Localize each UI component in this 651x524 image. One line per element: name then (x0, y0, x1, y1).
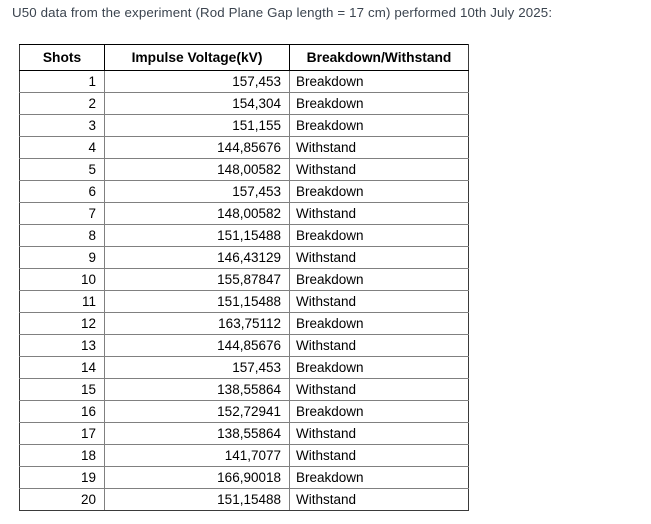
column-header-shots: Shots (19, 44, 105, 71)
cell-impulse-voltage: 155,87847 (104, 268, 290, 291)
cell-shot-number: 8 (19, 224, 105, 247)
cell-shot-number: 15 (19, 378, 105, 401)
cell-impulse-voltage: 138,55864 (104, 422, 290, 445)
data-table-container: Shots Impulse Voltage(kV) Breakdown/With… (19, 44, 469, 511)
cell-breakdown-withstand: Breakdown (289, 224, 469, 247)
cell-shot-number: 3 (19, 114, 105, 137)
cell-impulse-voltage: 146,43129 (104, 246, 290, 269)
cell-impulse-voltage: 141,7077 (104, 444, 290, 467)
cell-shot-number: 2 (19, 92, 105, 115)
cell-breakdown-withstand: Withstand (289, 136, 469, 159)
table-row: 10 155,87847 Breakdown (19, 268, 469, 291)
cell-impulse-voltage: 151,15488 (104, 290, 290, 313)
cell-breakdown-withstand: Breakdown (289, 92, 469, 115)
cell-breakdown-withstand: Breakdown (289, 268, 469, 291)
cell-impulse-voltage: 148,00582 (104, 158, 290, 181)
cell-breakdown-withstand: Withstand (289, 158, 469, 181)
cell-breakdown-withstand: Withstand (289, 290, 469, 313)
cell-shot-number: 4 (19, 136, 105, 159)
table-body: 1 157,453 Breakdown 2 154,304 Breakdown 3 151,1… (19, 70, 469, 511)
table-row: 17 138,55864 Withstand (19, 422, 469, 445)
cell-shot-number: 14 (19, 356, 105, 379)
cell-impulse-voltage: 151,155 (104, 114, 290, 137)
cell-breakdown-withstand: Breakdown (289, 356, 469, 379)
cell-shot-number: 17 (19, 422, 105, 445)
cell-breakdown-withstand: Withstand (289, 488, 469, 511)
cell-impulse-voltage: 152,72941 (104, 400, 290, 423)
cell-breakdown-withstand: Withstand (289, 422, 469, 445)
cell-shot-number: 11 (19, 290, 105, 313)
cell-shot-number: 19 (19, 466, 105, 489)
cell-breakdown-withstand: Withstand (289, 246, 469, 269)
table-row: 13 144,85676 Withstand (19, 334, 469, 357)
cell-shot-number: 20 (19, 488, 105, 511)
cell-shot-number: 5 (19, 158, 105, 181)
cell-breakdown-withstand: Withstand (289, 334, 469, 357)
table-row: 9 146,43129 Withstand (19, 246, 469, 269)
cell-impulse-voltage: 148,00582 (104, 202, 290, 225)
cell-shot-number: 6 (19, 180, 105, 203)
cell-shot-number: 7 (19, 202, 105, 225)
cell-breakdown-withstand: Breakdown (289, 466, 469, 489)
table-row: 1 157,453 Breakdown (19, 70, 469, 93)
cell-impulse-voltage: 144,85676 (104, 334, 290, 357)
cell-impulse-voltage: 166,90018 (104, 466, 290, 489)
u50-data-table: Shots Impulse Voltage(kV) Breakdown/With… (19, 44, 469, 511)
table-row: 5 148,00582 Withstand (19, 158, 469, 181)
table-row: 2 154,304 Breakdown (19, 92, 469, 115)
cell-breakdown-withstand: Withstand (289, 444, 469, 467)
cell-impulse-voltage: 157,453 (104, 70, 290, 93)
column-header-impulse-voltage: Impulse Voltage(kV) (104, 44, 290, 71)
cell-impulse-voltage: 154,304 (104, 92, 290, 115)
table-row: 11 151,15488 Withstand (19, 290, 469, 313)
cell-breakdown-withstand: Breakdown (289, 400, 469, 423)
cell-impulse-voltage: 138,55864 (104, 378, 290, 401)
column-header-breakdown-withstand: Breakdown/Withstand (289, 44, 469, 71)
cell-breakdown-withstand: Breakdown (289, 114, 469, 137)
cell-breakdown-withstand: Breakdown (289, 180, 469, 203)
cell-breakdown-withstand: Withstand (289, 202, 469, 225)
cell-shot-number: 13 (19, 334, 105, 357)
table-row: 4 144,85676 Withstand (19, 136, 469, 159)
table-row: 15 138,55864 Withstand (19, 378, 469, 401)
cell-shot-number: 16 (19, 400, 105, 423)
table-row: 6 157,453 Breakdown (19, 180, 469, 203)
cell-impulse-voltage: 151,15488 (104, 224, 290, 247)
cell-shot-number: 1 (19, 70, 105, 93)
table-caption: U50 data from the experiment (Rod Plane … (12, 5, 553, 20)
cell-breakdown-withstand: Withstand (289, 378, 469, 401)
table-row: 18 141,7077 Withstand (19, 444, 469, 467)
cell-impulse-voltage: 144,85676 (104, 136, 290, 159)
cell-impulse-voltage: 157,453 (104, 180, 290, 203)
table-row: 20 151,15488 Withstand (19, 488, 469, 511)
table-row: 7 148,00582 Withstand (19, 202, 469, 225)
table-header: Shots Impulse Voltage(kV) Breakdown/With… (19, 44, 469, 71)
table-row: 16 152,72941 Breakdown (19, 400, 469, 423)
cell-breakdown-withstand: Breakdown (289, 312, 469, 335)
cell-shot-number: 10 (19, 268, 105, 291)
table-row: 3 151,155 Breakdown (19, 114, 469, 137)
cell-breakdown-withstand: Breakdown (289, 70, 469, 93)
table-header-row: Shots Impulse Voltage(kV) Breakdown/With… (19, 44, 469, 71)
cell-impulse-voltage: 151,15488 (104, 488, 290, 511)
cell-impulse-voltage: 163,75112 (104, 312, 290, 335)
table-row: 19 166,90018 Breakdown (19, 466, 469, 489)
cell-impulse-voltage: 157,453 (104, 356, 290, 379)
table-row: 8 151,15488 Breakdown (19, 224, 469, 247)
cell-shot-number: 9 (19, 246, 105, 269)
table-row: 12 163,75112 Breakdown (19, 312, 469, 335)
table-row: 14 157,453 Breakdown (19, 356, 469, 379)
cell-shot-number: 12 (19, 312, 105, 335)
cell-shot-number: 18 (19, 444, 105, 467)
